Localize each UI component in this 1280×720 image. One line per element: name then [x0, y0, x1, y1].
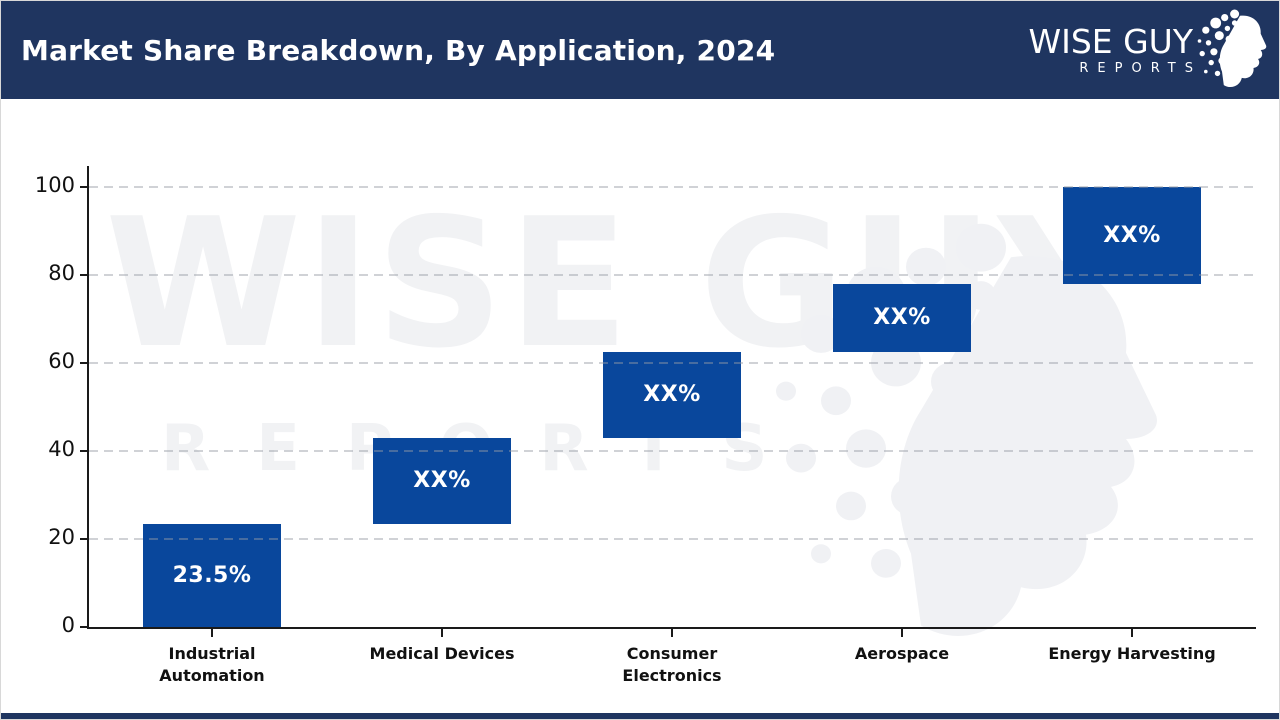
x-tick-mark — [211, 629, 213, 637]
y-tick-label: 40 — [48, 437, 75, 461]
logo-head-icon — [1197, 9, 1267, 88]
bar-value-label-energy-harvesting: XX% — [1103, 222, 1161, 248]
y-tick-mark — [80, 538, 88, 540]
y-tick-mark — [80, 450, 88, 452]
bar-value-label-consumer-electronics: XX% — [643, 382, 701, 408]
gridline-100 — [89, 186, 1254, 188]
x-tick-label-industrial-automation: Industrial Automation — [159, 644, 265, 685]
y-tick-mark — [80, 274, 88, 276]
y-tick-mark — [80, 186, 88, 188]
y-axis-line — [87, 166, 89, 629]
y-tick-label: 80 — [48, 261, 75, 285]
logo-text: WISE GUY REPORTS — [1028, 25, 1193, 76]
y-tick-mark — [80, 626, 88, 628]
footer-bar — [1, 713, 1279, 719]
y-tick-label: 20 — [48, 525, 75, 549]
bar-consumer-electronics: XX% — [603, 352, 741, 438]
bar-value-label-aerospace: XX% — [873, 305, 931, 331]
gridline-20 — [89, 538, 1254, 540]
x-tick-label-medical-devices: Medical Devices — [369, 644, 515, 663]
y-tick-mark — [80, 362, 88, 364]
waterfall-chart: WISE GUY REPORTS 02040608010023.5%XX%XX%… — [1, 99, 1279, 715]
gridline-60 — [89, 362, 1254, 364]
x-tick-label-aerospace: Aerospace — [854, 644, 950, 663]
x-tick-mark — [901, 629, 903, 637]
x-tick-mark — [1131, 629, 1133, 637]
bar-industrial-automation: 23.5% — [143, 523, 281, 627]
header: Market Share Breakdown, By Application, … — [1, 1, 1279, 99]
chart-title: Market Share Breakdown, By Application, … — [21, 33, 776, 67]
x-tick-label-energy-harvesting: Energy Harvesting — [1048, 644, 1216, 663]
gridline-80 — [89, 274, 1254, 276]
bar-value-label-industrial-automation: 23.5% — [172, 562, 252, 588]
x-tick-mark — [671, 629, 673, 637]
y-tick-label: 0 — [61, 613, 75, 637]
bar-value-label-medical-devices: XX% — [413, 468, 471, 494]
x-axis-line — [87, 627, 1256, 629]
bar-medical-devices: XX% — [373, 437, 511, 524]
y-tick-label: 100 — [34, 173, 75, 197]
bar-aerospace: XX% — [833, 283, 971, 352]
x-tick-mark — [441, 629, 443, 637]
bar-energy-harvesting: XX% — [1063, 187, 1201, 284]
wise-guy-logo: WISE GUY REPORTS — [1028, 8, 1267, 92]
logo-subtext: REPORTS — [1079, 60, 1202, 76]
x-tick-label-consumer-electronics: Consumer Electronics — [622, 644, 722, 685]
gridline-40 — [89, 450, 1254, 452]
logo-wordmark: WISE GUY — [1028, 21, 1193, 61]
y-tick-label: 60 — [48, 349, 75, 373]
